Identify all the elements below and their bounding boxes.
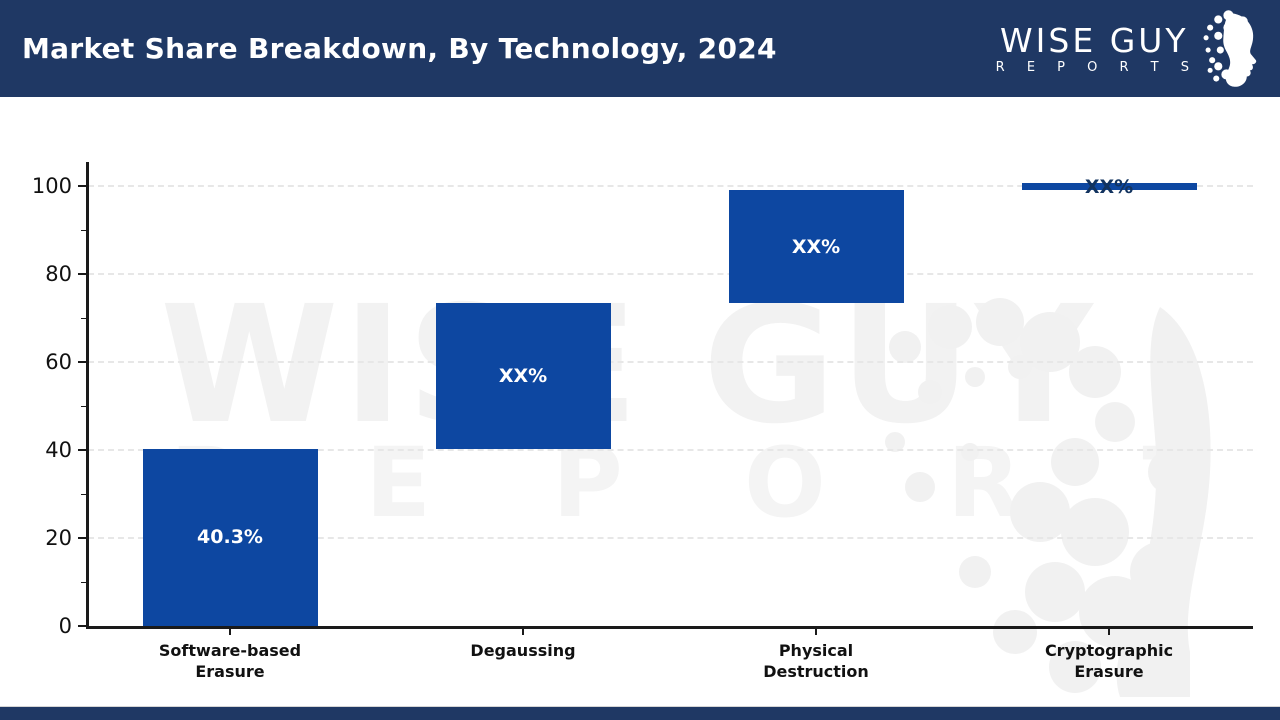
- category-label-line: Erasure: [195, 662, 265, 681]
- category-label-line: Destruction: [763, 662, 869, 681]
- y-tick-0: [78, 625, 86, 627]
- y-tick-label-80: 80: [45, 262, 72, 286]
- bar-value-label-3: XX%: [791, 235, 841, 258]
- bar-value-label-4: XX%: [1084, 175, 1134, 198]
- x-tick-1: [229, 628, 231, 635]
- category-label-line: Cryptographic: [1044, 641, 1174, 660]
- chart-area: WISE GUY R E P O R T S 02040608010040.3%…: [0, 97, 1280, 707]
- y-tick-100: [78, 185, 86, 187]
- category-label-3: Physical Destruction: [696, 640, 936, 682]
- bar-1: [142, 448, 318, 626]
- brand-logo-text: WISE GUY R E P O R T S: [991, 24, 1198, 74]
- y-tick-80: [78, 273, 86, 275]
- brand-subtitle: R E P O R T S: [995, 59, 1198, 75]
- y-tick-60: [78, 361, 86, 363]
- gridline-40: [88, 449, 1253, 451]
- y-minor-tick-50: [81, 405, 86, 407]
- y-tick-label-0: 0: [58, 614, 72, 638]
- x-tick-3: [815, 628, 817, 635]
- gridline-20: [88, 537, 1253, 539]
- category-label-line: Degaussing: [470, 641, 576, 660]
- x-axis-line: [86, 626, 1253, 629]
- y-tick-label-40: 40: [45, 438, 72, 462]
- y-tick-label-20: 20: [45, 526, 72, 550]
- category-label-1: Software-based Erasure: [110, 640, 350, 682]
- x-tick-2: [522, 628, 524, 635]
- category-label-4: Cryptographic Erasure: [989, 640, 1229, 682]
- y-tick-40: [78, 449, 86, 451]
- x-tick-4: [1108, 628, 1110, 635]
- category-label-line: Software-based: [158, 641, 302, 660]
- bar-3: [728, 190, 904, 304]
- header-bar: Market Share Breakdown, By Technology, 2…: [0, 0, 1280, 97]
- y-minor-tick-70: [81, 317, 86, 319]
- y-tick-label-60: 60: [45, 350, 72, 374]
- bar-value-label-1: 40.3%: [197, 526, 263, 549]
- watermark-face-icon: [885, 298, 1211, 697]
- category-label-line: Physical: [778, 641, 854, 660]
- bar-4: [1021, 183, 1197, 191]
- category-label-2: Degaussing: [403, 640, 643, 661]
- bar-value-label-2: XX%: [498, 364, 548, 387]
- y-minor-tick-90: [81, 229, 86, 231]
- bar-2: [435, 303, 611, 449]
- brand-logo: WISE GUY R E P O R T S: [991, 9, 1258, 89]
- gridline-100: [88, 185, 1253, 187]
- watermark-text-1: WISE GUY: [160, 272, 1097, 460]
- y-tick-20: [78, 537, 86, 539]
- footer-bar: [0, 706, 1280, 720]
- y-axis-line: [86, 162, 89, 628]
- page-title: Market Share Breakdown, By Technology, 2…: [22, 32, 777, 65]
- gridline-60: [88, 361, 1253, 363]
- logo-face-icon: [1203, 9, 1257, 87]
- brand-name: WISE GUY: [1000, 20, 1189, 60]
- category-label-line: Erasure: [1074, 662, 1144, 681]
- y-minor-tick-30: [81, 493, 86, 495]
- y-tick-label-100: 100: [31, 174, 72, 198]
- y-minor-tick-10: [81, 581, 86, 583]
- gridline-80: [88, 273, 1253, 275]
